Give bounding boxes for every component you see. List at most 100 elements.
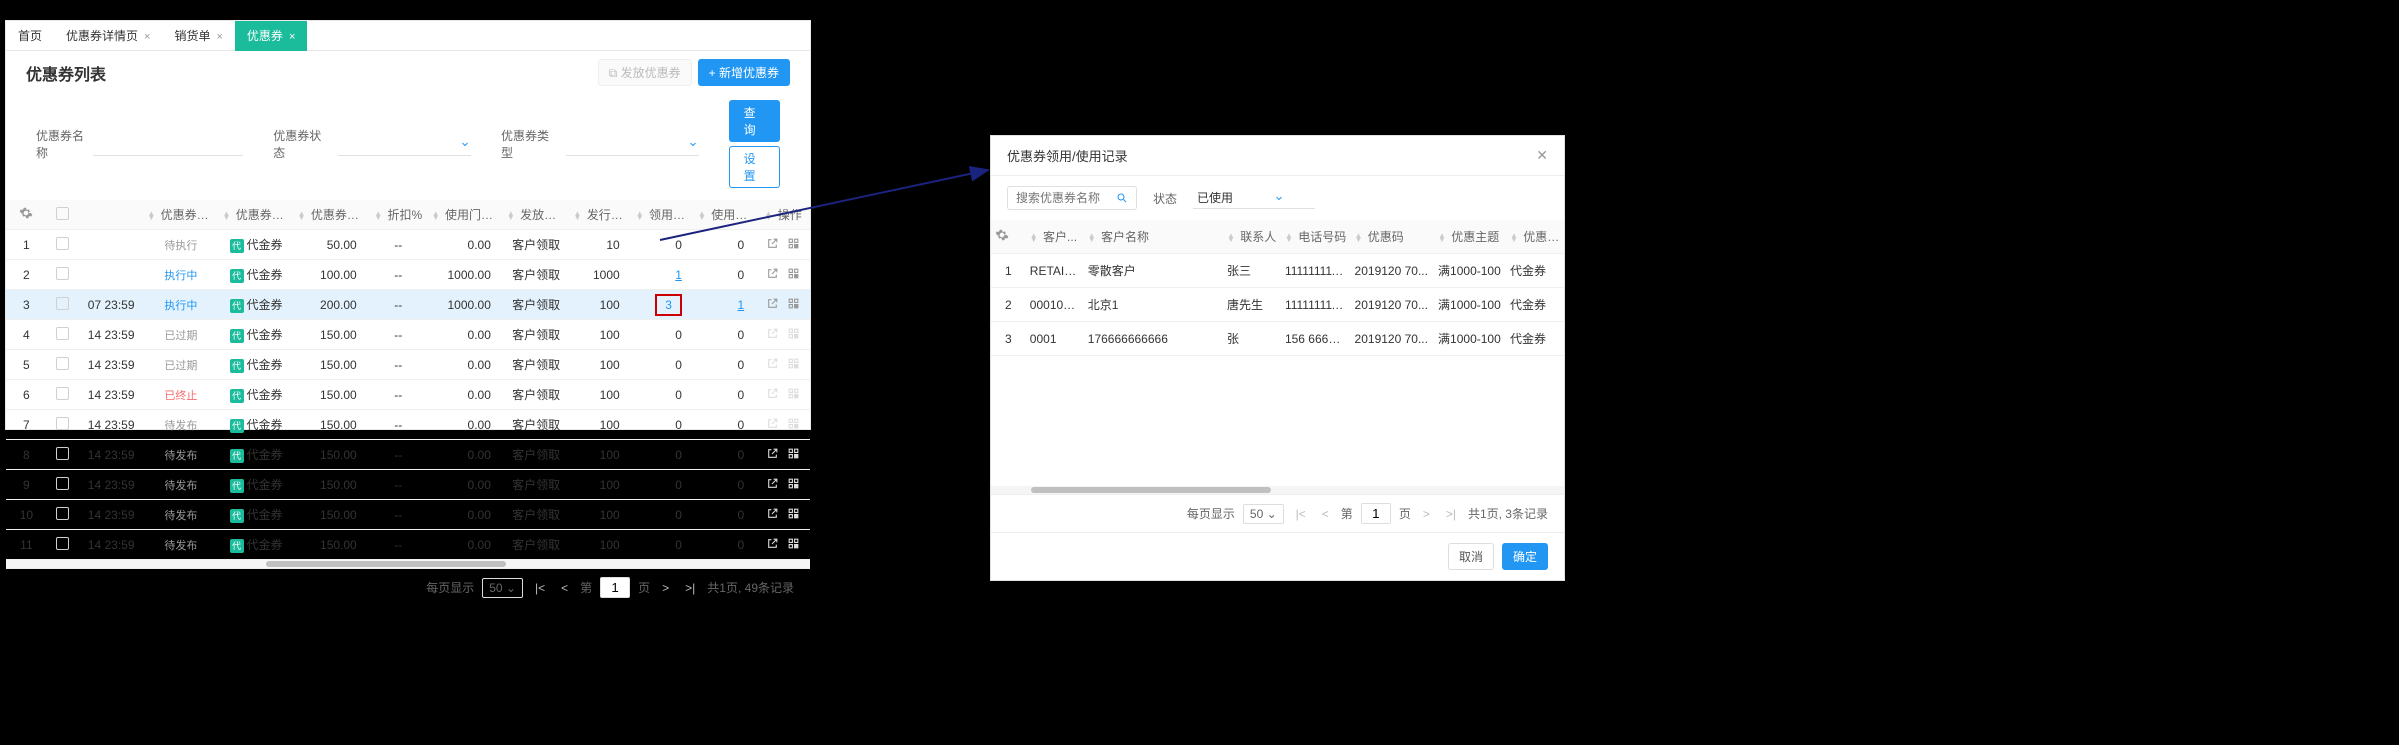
row-checkbox[interactable] [56, 507, 69, 520]
column-header[interactable]: ▲▼ 优惠券状态 [143, 200, 218, 230]
column-header[interactable]: ▲▼ 发行数量 [569, 200, 631, 230]
modal-table-row[interactable]: 30001176666666666张156 6666 6...2019120 7… [991, 322, 1564, 356]
modal-column-header[interactable]: ▲▼ 优惠券类 [1506, 220, 1564, 254]
share-icon[interactable] [766, 237, 779, 253]
modal-column-header[interactable]: ▲▼ 客户名称 [1084, 220, 1223, 254]
modal-page-input[interactable] [1361, 503, 1391, 524]
row-checkbox[interactable] [56, 327, 69, 340]
modal-column-header[interactable] [991, 220, 1026, 254]
coupon-name-input[interactable] [93, 132, 243, 156]
prev-page-button[interactable]: < [557, 581, 572, 595]
column-header[interactable] [47, 200, 79, 230]
column-header[interactable]: ▲▼ 使用门槛... [428, 200, 503, 230]
qr-icon[interactable] [787, 237, 800, 253]
table-row[interactable]: 714 23:59待发布代代金券150.00--0.00客户领取10000 [6, 410, 810, 440]
column-header[interactable] [79, 200, 143, 230]
used-count-link[interactable]: 1 [738, 298, 745, 312]
tab-销货单[interactable]: 销货单× [162, 21, 234, 51]
last-page-button[interactable]: >| [681, 581, 699, 595]
row-checkbox[interactable] [56, 537, 69, 550]
per-page-select[interactable]: 50 ⌄ [482, 578, 523, 598]
table-row[interactable]: 307 23:59执行中代代金券200.00--1000.00客户领取10031 [6, 290, 810, 320]
row-checkbox[interactable] [56, 447, 69, 460]
modal-column-header[interactable]: ▲▼ 客户... [1026, 220, 1084, 254]
column-header[interactable]: ▲▼ 折扣% [369, 200, 428, 230]
table-row[interactable]: 514 23:59已过期代代金券150.00--0.00客户领取10000 [6, 350, 810, 380]
table-row[interactable]: 814 23:59待发布代代金券150.00--0.00客户领取10000 [6, 440, 810, 470]
first-page-button[interactable]: |< [531, 581, 549, 595]
distribute-coupon-button[interactable]: ⧉ 发放优惠券 [598, 59, 692, 86]
column-header[interactable] [6, 200, 47, 230]
modal-column-header[interactable]: ▲▼ 优惠主题 [1434, 220, 1506, 254]
column-header[interactable]: ▲▼ 优惠券类型 [218, 200, 293, 230]
tab-优惠券[interactable]: 优惠券× [235, 21, 307, 51]
modal-close-button[interactable]: ✕ [1536, 147, 1548, 164]
modal-table-row[interactable]: 1RETAIL...零散客户张三111111111112019120 70...… [991, 254, 1564, 288]
table-row[interactable]: 1114 23:59待发布代代金券150.00--0.00客户领取10000 [6, 530, 810, 560]
tab-close-icon[interactable]: × [289, 31, 295, 43]
chevron-down-icon [687, 138, 699, 150]
horizontal-scrollbar[interactable] [6, 560, 810, 568]
column-header[interactable]: ▲▼ 操作 [756, 200, 810, 230]
voucher-type-badge: 代 [230, 509, 244, 523]
modal-column-header[interactable]: ▲▼ 联系人 [1223, 220, 1281, 254]
claimed-count-highlighted[interactable]: 3 [655, 294, 682, 316]
modal-ok-button[interactable]: 确定 [1502, 543, 1548, 570]
settings-button[interactable]: 设置 [729, 146, 780, 188]
column-header[interactable]: ▲▼ 领用数量 [632, 200, 694, 230]
modal-horizontal-scrollbar[interactable] [991, 486, 1564, 494]
tab-close-icon[interactable]: × [216, 31, 222, 43]
modal-last-page-button[interactable]: >| [1442, 507, 1460, 521]
status-tag: 已过期 [158, 359, 203, 373]
qr-icon[interactable] [787, 267, 800, 283]
column-header[interactable]: ▲▼ 使用数量 [694, 200, 756, 230]
share-icon [766, 537, 779, 553]
share-icon[interactable] [766, 267, 779, 283]
share-icon[interactable] [766, 297, 779, 313]
modal-column-header[interactable]: ▲▼ 电话号码 [1281, 220, 1351, 254]
modal-next-page-button[interactable]: > [1419, 507, 1434, 521]
page-input[interactable] [600, 577, 630, 598]
tab-优惠券详情页[interactable]: 优惠券详情页× [54, 21, 162, 51]
query-button[interactable]: 查询 [729, 100, 780, 142]
modal-title: 优惠券领用/使用记录 [1007, 146, 1128, 165]
table-row[interactable]: 414 23:59已过期代代金券150.00--0.00客户领取10000 [6, 320, 810, 350]
modal-state-select[interactable]: 已使用 [1193, 187, 1315, 209]
claimed-count-link[interactable]: 1 [675, 268, 682, 282]
add-coupon-button[interactable]: + 新增优惠券 [698, 59, 790, 86]
table-row[interactable]: 1待执行代代金券50.00--0.00客户领取1000 [6, 230, 810, 260]
table-row[interactable]: 2执行中代代金券100.00--1000.00客户领取100010 [6, 260, 810, 290]
coupon-state-select[interactable] [338, 132, 471, 156]
voucher-type-badge: 代 [230, 539, 244, 553]
select-all-checkbox[interactable] [56, 207, 69, 220]
next-page-button[interactable]: > [658, 581, 673, 595]
column-header[interactable]: ▲▼ 发放方式 [503, 200, 570, 230]
voucher-type-badge: 代 [230, 299, 244, 313]
modal-per-page-select[interactable]: 50 ⌄ [1243, 504, 1284, 524]
modal-cancel-button[interactable]: 取消 [1448, 543, 1494, 570]
qr-icon[interactable] [787, 297, 800, 313]
tab-close-icon[interactable]: × [144, 31, 150, 43]
gear-icon[interactable] [995, 228, 1009, 242]
modal-search-input[interactable] [1007, 186, 1137, 210]
row-checkbox[interactable] [56, 237, 69, 250]
voucher-type-badge: 代 [230, 359, 244, 373]
modal-table-row[interactable]: 200010001北京1唐先生111111111112019120 70...满… [991, 288, 1564, 322]
table-row[interactable]: 1014 23:59待发布代代金券150.00--0.00客户领取10000 [6, 500, 810, 530]
row-checkbox[interactable] [56, 357, 69, 370]
modal-prev-page-button[interactable]: < [1318, 507, 1333, 521]
table-row[interactable]: 614 23:59已终止代代金券150.00--0.00客户领取10000 [6, 380, 810, 410]
modal-first-page-button[interactable]: |< [1292, 507, 1310, 521]
qr-icon [787, 477, 800, 493]
modal-column-header[interactable]: ▲▼ 优惠码 [1351, 220, 1435, 254]
row-checkbox[interactable] [56, 477, 69, 490]
row-checkbox[interactable] [56, 267, 69, 280]
row-checkbox[interactable] [56, 417, 69, 430]
tab-首页[interactable]: 首页 [6, 21, 54, 51]
column-header[interactable]: ▲▼ 优惠券面值 [294, 200, 369, 230]
coupon-type-select[interactable] [566, 132, 699, 156]
row-checkbox[interactable] [56, 387, 69, 400]
row-checkbox[interactable] [56, 297, 69, 310]
gear-icon[interactable] [19, 206, 33, 220]
table-row[interactable]: 914 23:59待发布代代金券150.00--0.00客户领取10000 [6, 470, 810, 500]
